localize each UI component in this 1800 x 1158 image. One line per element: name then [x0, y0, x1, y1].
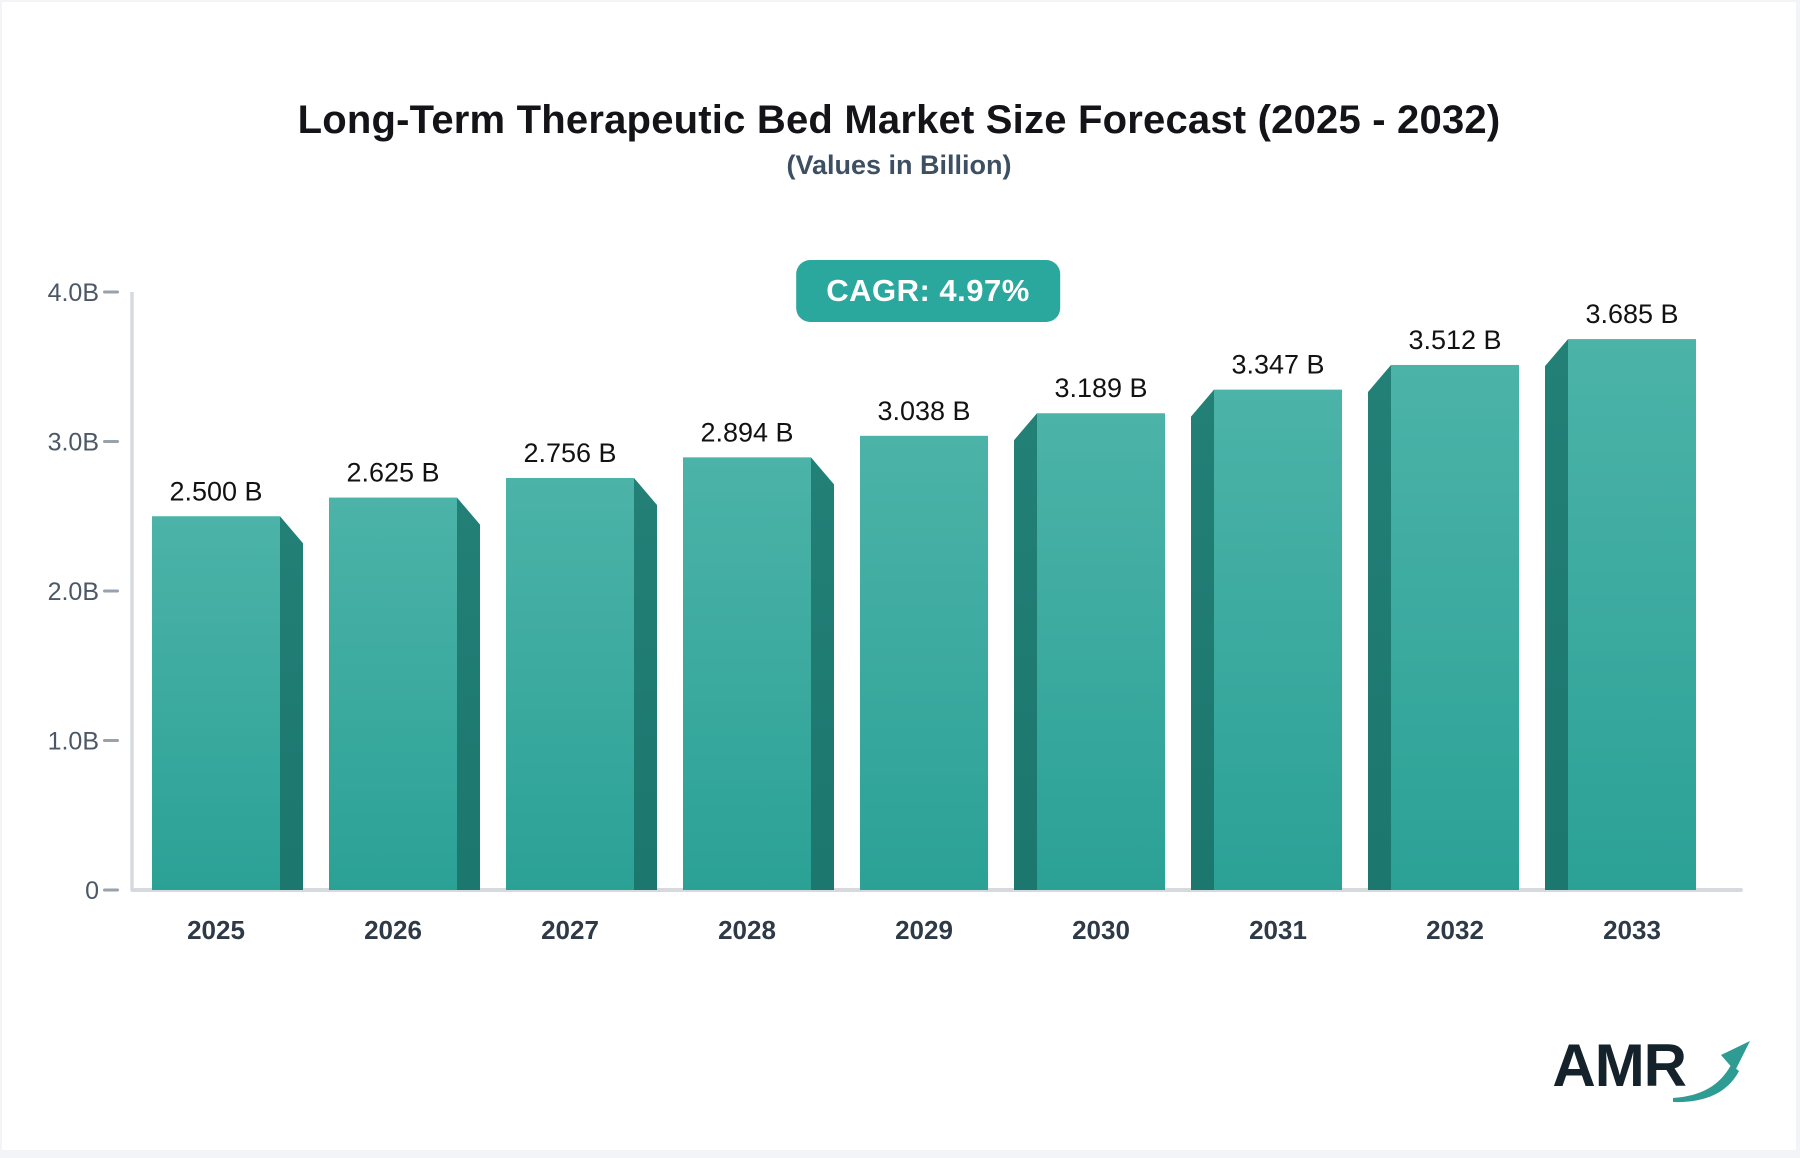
bar-face: [1391, 364, 1519, 890]
bar-value-label: 3.189 B: [1054, 373, 1147, 403]
page-subtitle: (Values in Billion): [786, 150, 1012, 180]
bar-face: [506, 477, 634, 890]
bar-side: [1545, 339, 1568, 890]
bar-value-label: 2.756 B: [523, 438, 616, 468]
bar-2030: [1014, 413, 1165, 890]
bar-2028: [683, 457, 834, 890]
bar-side: [811, 457, 834, 890]
y-tick-label: 0: [85, 877, 99, 905]
x-category-label: 2032: [1426, 915, 1484, 945]
bar-2032: [1368, 364, 1519, 890]
bar-side: [1368, 364, 1391, 890]
x-category-label: 2028: [718, 915, 776, 945]
y-tick-mark: [103, 739, 119, 742]
x-category-label: 2026: [364, 915, 422, 945]
bar-side: [634, 477, 657, 890]
bar-face: [1568, 339, 1696, 890]
bar-side: [280, 516, 303, 890]
x-category-label: 2031: [1249, 915, 1307, 945]
bar-face: [152, 516, 280, 890]
amr-logo-text: AMR: [1552, 1032, 1687, 1099]
bar-2027: [506, 477, 657, 890]
cagr-badge: CAGR: 4.97%: [796, 260, 1060, 322]
bar-side: [1191, 389, 1214, 890]
page-title: Long-Term Therapeutic Bed Market Size Fo…: [297, 98, 1501, 142]
bar-side: [1014, 413, 1037, 890]
bar-value-label: 2.625 B: [346, 458, 439, 488]
bar-2026: [329, 497, 480, 890]
bar-2031: [1191, 389, 1342, 890]
y-tick-mark: [103, 440, 119, 443]
y-tick-label: 3.0B: [48, 429, 99, 457]
bar-value-label: 3.512 B: [1408, 325, 1501, 355]
y-tick-mark: [103, 290, 119, 294]
bar-value-label: 3.347 B: [1231, 350, 1324, 380]
x-category-label: 2030: [1072, 915, 1130, 945]
bar-face: [1214, 389, 1342, 890]
bar-side: [457, 497, 480, 890]
x-category-label: 2029: [895, 915, 953, 945]
y-tick-label: 1.0B: [48, 728, 99, 756]
y-tick-label: 4.0B: [48, 279, 99, 307]
y-tick-mark: [103, 589, 119, 593]
bar-face: [683, 457, 811, 890]
bar-value-label: 2.500 B: [169, 476, 262, 506]
x-category-label: 2033: [1603, 915, 1661, 945]
bar-face: [1037, 413, 1165, 890]
bar-2029: [860, 435, 988, 890]
bar-face: [329, 497, 457, 890]
y-tick-label: 2.0B: [48, 578, 99, 606]
bar-2033: [1545, 339, 1696, 890]
bar-value-label: 3.038 B: [877, 396, 970, 426]
y-axis-line: [130, 292, 134, 890]
amr-logo-arrow-icon: [1673, 1041, 1750, 1103]
bar-value-label: 2.894 B: [700, 417, 793, 447]
x-category-label: 2027: [541, 915, 599, 945]
bar-face: [860, 435, 988, 890]
y-tick-mark: [103, 888, 119, 892]
amr-logo: AMR: [1552, 1036, 1754, 1104]
bar-value-label: 3.685 B: [1585, 299, 1678, 329]
x-category-label: 2025: [187, 915, 245, 945]
bar-2025: [152, 516, 303, 890]
